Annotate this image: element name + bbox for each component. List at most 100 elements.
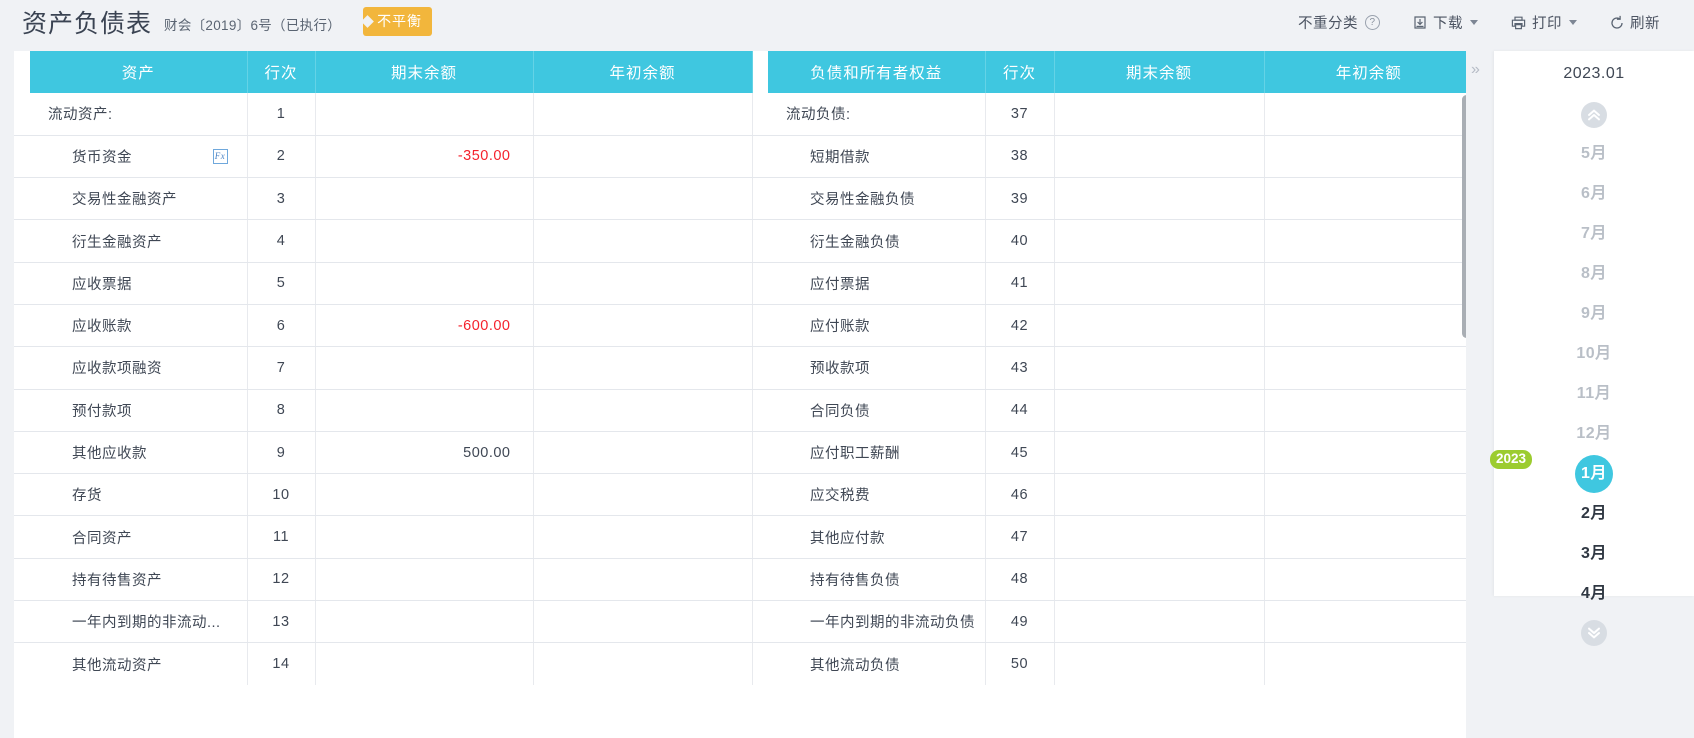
row-gutter-middle [752,473,768,517]
cell-begin-balance-left[interactable] [533,600,753,644]
cell-begin-balance-left[interactable] [533,177,753,221]
cell-end-balance-left[interactable] [315,473,534,517]
cell-begin-balance-right[interactable] [1264,431,1473,475]
cell-end-balance-right[interactable] [1054,93,1265,136]
cell-begin-balance-left[interactable] [533,346,753,390]
cell-asset-name: 一年内到期的非流动... [30,600,248,644]
cell-begin-balance-right[interactable] [1264,219,1473,263]
cell-begin-balance-left[interactable] [533,558,753,602]
scroll-up-button[interactable] [1581,102,1607,128]
cell-end-balance-right[interactable] [1054,262,1265,305]
page-title: 资产负债表 [22,9,153,38]
cell-end-balance-left[interactable] [315,262,534,305]
cell-end-balance-right[interactable] [1054,558,1265,602]
cell-liability-name: 应付账款 [768,304,986,348]
cell-end-balance-right[interactable] [1054,642,1265,686]
cell-end-balance-right[interactable] [1054,346,1265,390]
month-item-7月[interactable]: 7月 [1494,214,1694,254]
cell-end-balance-left[interactable] [315,346,534,390]
cell-end-balance-left[interactable] [315,642,534,686]
th-line-right: 行次 [985,51,1055,93]
table-body: 流动资产: 1 流动负债: 37 货币资金 Fx 2 -350.00 短期借款 38 交易性金融资产… [14,93,1473,686]
table-row: 存货 10 应交税费 46 [14,473,1473,517]
cell-line-number-left: 13 [247,600,316,644]
cell-end-balance-left[interactable] [315,389,534,432]
month-item-1月[interactable]: 2023 1月 [1490,450,1694,494]
cell-begin-balance-right[interactable] [1264,262,1473,305]
cell-begin-balance-left[interactable] [533,262,753,305]
cell-begin-balance-right[interactable] [1264,304,1473,348]
panel-collapse-handle[interactable]: » [1466,51,1494,738]
cell-begin-balance-left[interactable] [533,93,753,136]
cell-end-balance-right[interactable] [1054,389,1265,432]
cell-begin-balance-right[interactable] [1264,558,1473,602]
print-button[interactable]: 打印 [1494,6,1593,39]
row-gutter-middle [752,93,768,136]
cell-end-balance-right[interactable] [1054,600,1265,644]
cell-begin-balance-left[interactable] [533,135,753,179]
cell-liability-name: 应付职工薪酬 [768,431,986,475]
cell-liability-name: 一年内到期的非流动负债 [768,600,986,644]
scroll-down-button[interactable] [1581,620,1607,646]
cell-begin-balance-right[interactable] [1264,515,1473,559]
month-item-12月[interactable]: 12月 [1494,414,1694,454]
cell-end-balance-right[interactable] [1054,219,1265,263]
cell-end-balance-right[interactable] [1054,177,1265,221]
cell-end-balance-left[interactable]: -350.00 [315,135,534,179]
cell-end-balance-left[interactable]: -600.00 [315,304,534,348]
cell-begin-balance-right[interactable] [1264,135,1473,179]
cell-end-balance-right[interactable] [1054,304,1265,348]
month-item-3月[interactable]: 3月 [1494,534,1694,574]
cell-begin-balance-left[interactable] [533,515,753,559]
month-item-6月[interactable]: 6月 [1494,174,1694,214]
cell-liability-name: 其他流动负债 [768,642,986,686]
month-item-10月[interactable]: 10月 [1494,334,1694,374]
month-item-4月[interactable]: 4月 [1494,574,1694,614]
cell-end-balance-left[interactable] [315,93,534,136]
cell-end-balance-right[interactable] [1054,431,1265,475]
formula-fx-icon[interactable]: Fx [212,148,228,164]
cell-liability-name: 其他应付款 [768,515,986,559]
year-badge: 2023 [1490,450,1533,469]
cell-begin-balance-right[interactable] [1264,346,1473,390]
cell-line-number-left: 8 [247,389,316,432]
cell-begin-balance-left[interactable] [533,389,753,432]
row-gutter-left [14,643,30,685]
cell-end-balance-right[interactable] [1054,135,1265,179]
cell-end-balance-right[interactable] [1054,515,1265,559]
cell-begin-balance-right[interactable] [1264,177,1473,221]
cell-end-balance-left[interactable] [315,600,534,644]
month-item-2月[interactable]: 2月 [1494,494,1694,534]
cell-liability-name: 交易性金融负债 [768,177,986,221]
cell-begin-balance-right[interactable] [1264,600,1473,644]
question-circle-icon[interactable]: ? [1365,15,1380,30]
cell-end-balance-right[interactable] [1054,473,1265,517]
cell-begin-balance-right[interactable] [1264,643,1473,685]
cell-begin-balance-right[interactable] [1264,389,1473,432]
cell-begin-balance-left[interactable] [533,431,753,475]
month-item-11月[interactable]: 11月 [1494,374,1694,414]
month-label: 8月 [1581,265,1607,282]
month-item-8月[interactable]: 8月 [1494,254,1694,294]
month-item-5月[interactable]: 5月 [1494,134,1694,174]
cell-end-balance-left[interactable] [315,219,534,263]
selected-period-label[interactable]: 2023.01 [1563,65,1625,82]
cell-end-balance-left[interactable] [315,515,534,559]
th-liability: 负债和所有者权益 [768,51,986,93]
printer-icon [1510,15,1527,31]
cell-begin-balance-right[interactable] [1264,93,1473,136]
cell-end-balance-left[interactable]: 500.00 [315,431,534,475]
cell-begin-balance-left[interactable] [533,304,753,348]
download-button[interactable]: 下载 [1396,6,1494,39]
refresh-button[interactable]: 刷新 [1593,6,1676,39]
cell-begin-balance-left[interactable] [533,642,753,686]
month-item-9月[interactable]: 9月 [1494,294,1694,334]
cell-begin-balance-right[interactable] [1264,473,1473,517]
cell-end-balance-left[interactable] [315,558,534,602]
cell-end-balance-left[interactable] [315,177,534,221]
cell-begin-balance-left[interactable] [533,219,753,263]
balance-sheet-table: 资产 行次 期末余额 年初余额 负债和所有者权益 行次 期末余额 年初余额 流动… [14,51,1473,686]
reclassify-button[interactable]: 不重分类 ? [1282,6,1396,39]
double-chevron-down-icon [1588,627,1600,639]
cell-begin-balance-left[interactable] [533,473,753,517]
